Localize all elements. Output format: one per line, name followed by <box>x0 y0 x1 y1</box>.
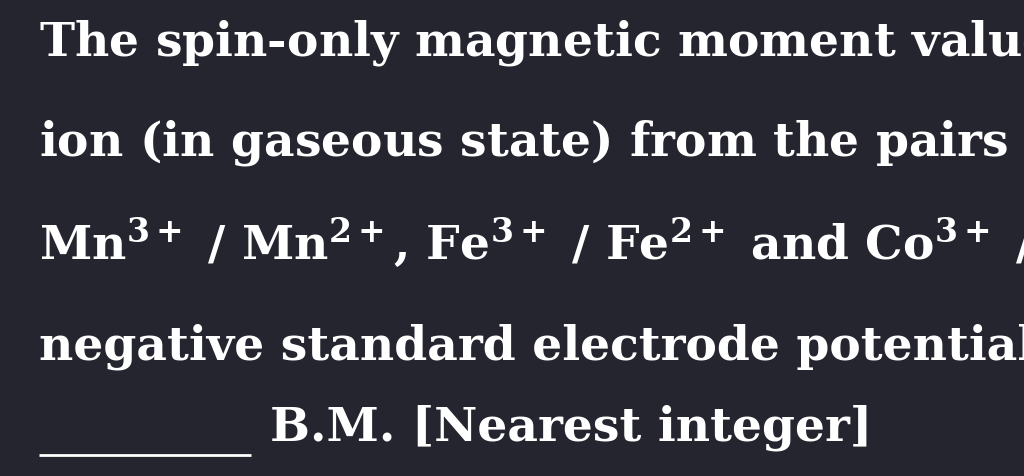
Text: negative standard electrode potential, is: negative standard electrode potential, i… <box>39 323 1024 369</box>
Text: The spin-only magnetic moment value of $\mathregular{M}$$^{\mathregular{3+}}$: The spin-only magnetic moment value of $… <box>39 12 1024 69</box>
Text: $\mathregular{Mn}$$^{\mathregular{3+}}$ / $\mathregular{Mn}$$^{\mathregular{2+}}: $\mathregular{Mn}$$^{\mathregular{3+}}$ … <box>39 215 1024 269</box>
Text: B.M. [Nearest integer]: B.M. [Nearest integer] <box>39 404 872 450</box>
Text: ion (in gaseous state) from the pairs $\mathregular{Cr}$$^{\mathregular{3+}}$ / : ion (in gaseous state) from the pairs $\… <box>39 112 1024 169</box>
